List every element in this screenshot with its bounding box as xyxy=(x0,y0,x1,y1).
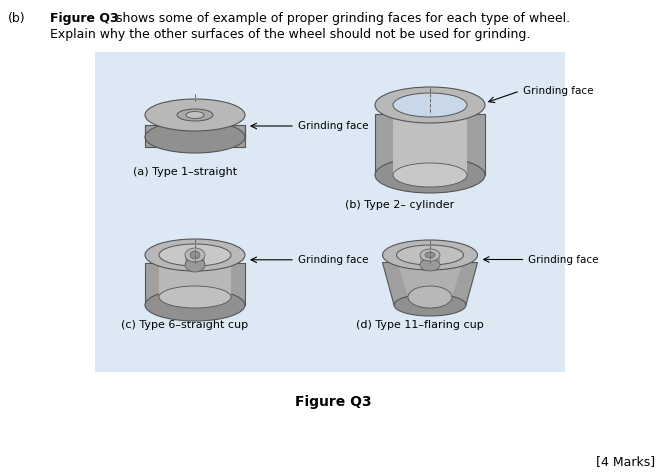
Ellipse shape xyxy=(396,245,464,265)
Text: Grinding face: Grinding face xyxy=(298,121,368,131)
Polygon shape xyxy=(145,124,245,147)
Polygon shape xyxy=(396,260,464,297)
Ellipse shape xyxy=(145,121,245,153)
Text: Figure Q3: Figure Q3 xyxy=(50,12,119,25)
Ellipse shape xyxy=(159,286,231,308)
Ellipse shape xyxy=(420,249,440,261)
Ellipse shape xyxy=(382,240,478,270)
Text: (b) Type 2– cylinder: (b) Type 2– cylinder xyxy=(346,200,455,210)
Ellipse shape xyxy=(145,99,245,131)
Text: (b): (b) xyxy=(8,12,25,25)
Polygon shape xyxy=(185,258,205,265)
Ellipse shape xyxy=(159,244,231,266)
Ellipse shape xyxy=(393,163,467,187)
Text: shows some of example of proper grinding faces for each type of wheel.: shows some of example of proper grinding… xyxy=(112,12,570,25)
Polygon shape xyxy=(382,263,478,305)
Polygon shape xyxy=(393,111,467,175)
Text: [4 Marks]: [4 Marks] xyxy=(596,455,655,468)
Ellipse shape xyxy=(145,289,245,321)
Ellipse shape xyxy=(186,112,204,119)
Ellipse shape xyxy=(375,157,485,193)
Text: (a) Type 1–straight: (a) Type 1–straight xyxy=(133,167,237,177)
Ellipse shape xyxy=(185,248,205,262)
Text: Grinding face: Grinding face xyxy=(529,254,599,264)
Ellipse shape xyxy=(408,286,452,308)
Polygon shape xyxy=(145,263,245,305)
Ellipse shape xyxy=(394,294,466,316)
Ellipse shape xyxy=(177,109,213,121)
Polygon shape xyxy=(420,257,440,265)
Text: Grinding face: Grinding face xyxy=(523,86,593,96)
Ellipse shape xyxy=(190,251,200,259)
Text: (c) Type 6–straight cup: (c) Type 6–straight cup xyxy=(121,320,248,330)
FancyBboxPatch shape xyxy=(95,52,565,372)
Polygon shape xyxy=(375,114,485,175)
Ellipse shape xyxy=(185,258,205,272)
Ellipse shape xyxy=(425,252,435,258)
Text: Grinding face: Grinding face xyxy=(298,255,368,265)
Polygon shape xyxy=(159,261,231,297)
Ellipse shape xyxy=(393,93,467,117)
Text: Explain why the other surfaces of the wheel should not be used for grinding.: Explain why the other surfaces of the wh… xyxy=(50,28,530,41)
Text: Figure Q3: Figure Q3 xyxy=(294,395,372,409)
Ellipse shape xyxy=(375,87,485,123)
Ellipse shape xyxy=(145,239,245,271)
Text: (d) Type 11–flaring cup: (d) Type 11–flaring cup xyxy=(356,320,484,330)
Ellipse shape xyxy=(420,259,440,271)
